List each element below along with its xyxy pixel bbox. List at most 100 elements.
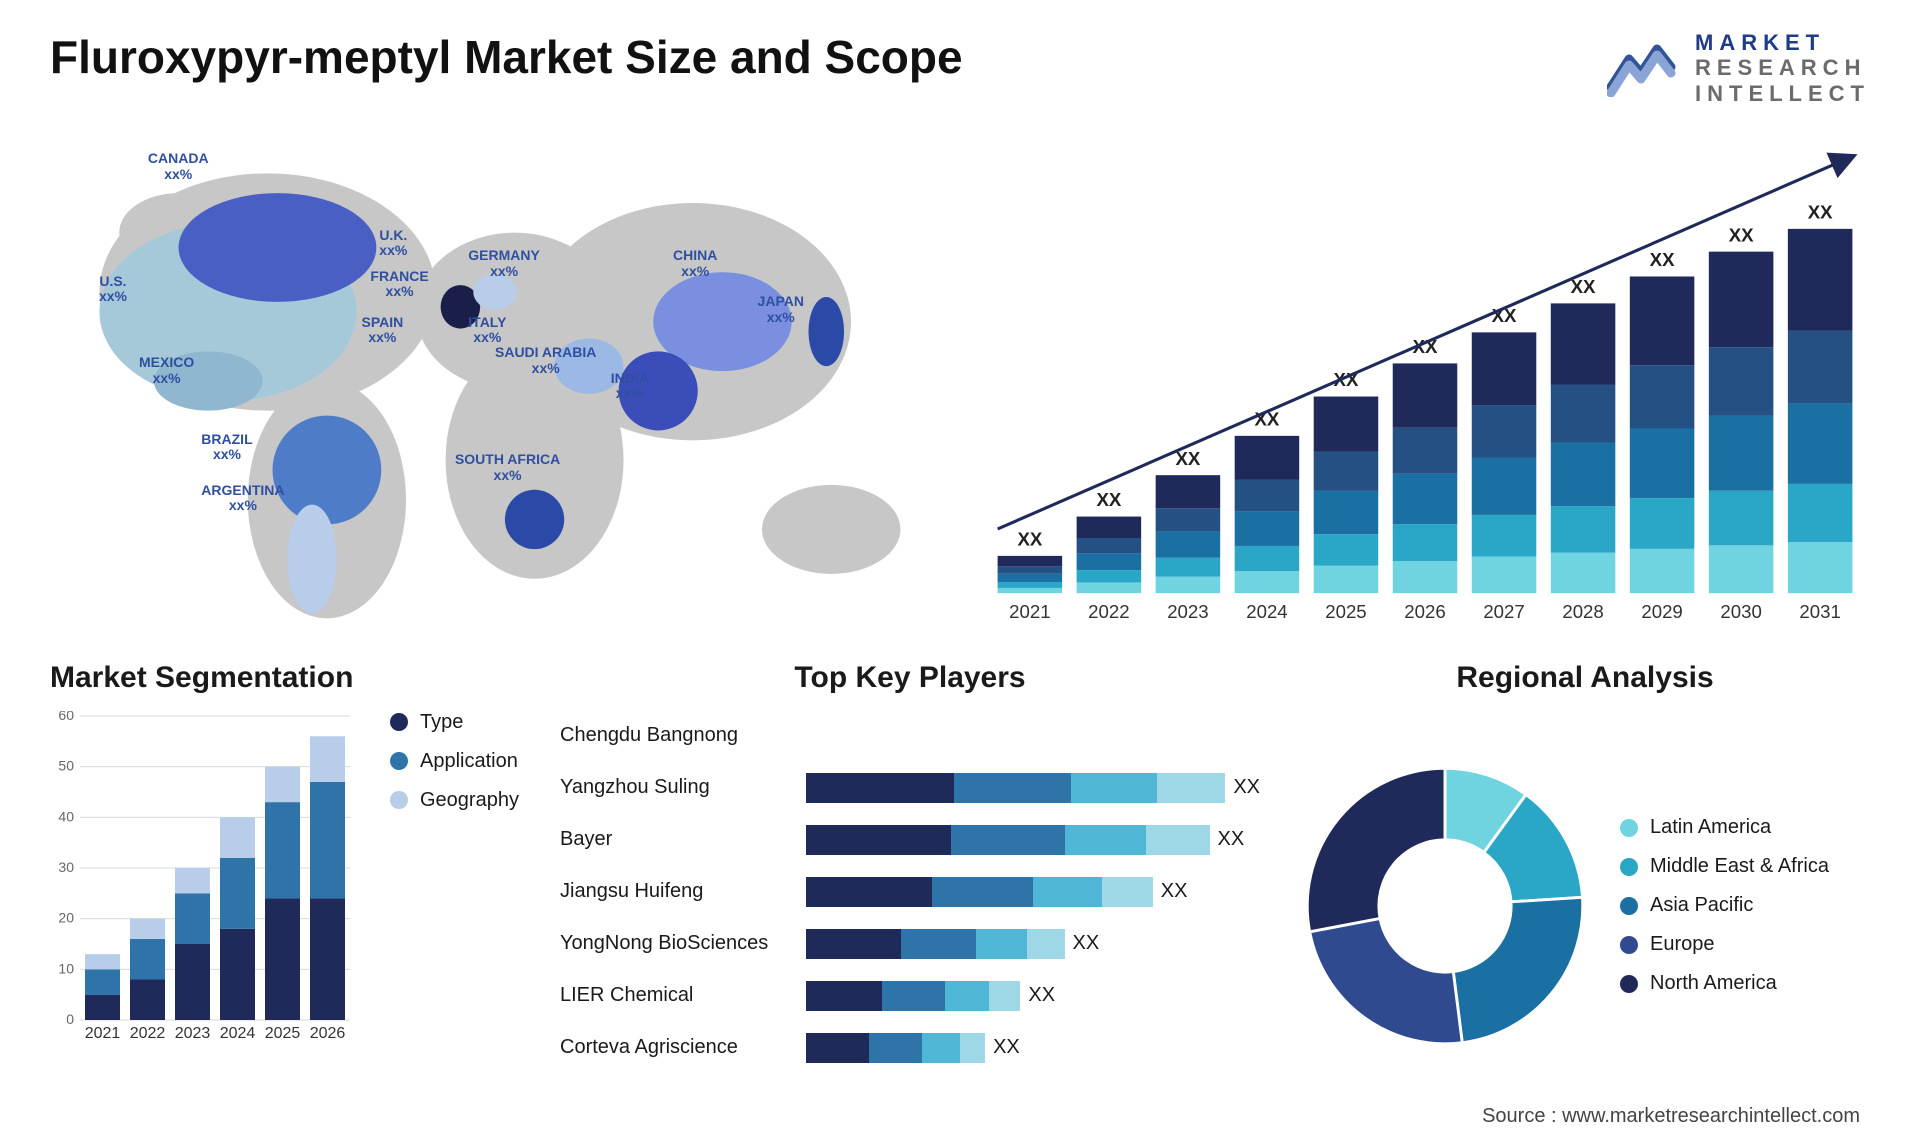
- svg-text:2029: 2029: [1641, 601, 1682, 622]
- key-player-bar: XX: [806, 929, 1260, 959]
- key-player-value: XX: [1233, 776, 1260, 799]
- key-player-bar-segment: [1102, 877, 1152, 907]
- key-player-row: Yangzhou Suling XX: [560, 767, 1260, 809]
- svg-text:2023: 2023: [1167, 601, 1208, 622]
- regional-legend: Latin AmericaMiddle East & AfricaAsia Pa…: [1620, 816, 1829, 995]
- svg-text:2027: 2027: [1483, 601, 1524, 622]
- map-label: CHINAxx%: [673, 248, 717, 279]
- key-player-bar: XX: [806, 981, 1260, 1011]
- brand-line-3: INTELLECT: [1695, 81, 1870, 106]
- legend-swatch: [390, 713, 408, 731]
- svg-text:2031: 2031: [1799, 601, 1840, 622]
- key-player-bar-segment: [954, 773, 1071, 803]
- top-panels: CANADAxx%U.S.xx%MEXICOxx%BRAZILxx%ARGENT…: [50, 126, 1870, 636]
- legend-item: North America: [1620, 972, 1829, 995]
- key-players-chart: Chengdu BangnongYangzhou SulingXXBayerXX…: [560, 711, 1260, 1101]
- svg-text:XX: XX: [1096, 489, 1121, 510]
- key-player-bar-segment: [806, 929, 901, 959]
- svg-text:2021: 2021: [1009, 601, 1050, 622]
- main-bar-chart-svg: XX2021XX2022XX2023XX2024XX2025XX2026XX20…: [980, 126, 1870, 636]
- svg-text:30: 30: [58, 859, 74, 875]
- key-player-name: LIER Chemical: [560, 984, 790, 1007]
- key-player-bar: [806, 721, 1260, 751]
- svg-text:50: 50: [58, 758, 74, 774]
- map-label: U.K.xx%: [379, 228, 407, 259]
- svg-text:2022: 2022: [1088, 601, 1129, 622]
- legend-swatch: [1620, 936, 1638, 954]
- key-player-row: YongNong BioSciences XX: [560, 923, 1260, 965]
- segmentation-legend: Type Application Geography: [390, 711, 519, 1101]
- key-player-name: Yangzhou Suling: [560, 776, 790, 799]
- brand-icon: [1607, 39, 1681, 97]
- legend-label: Europe: [1650, 933, 1715, 956]
- key-player-bar-segment: [806, 825, 951, 855]
- svg-text:2025: 2025: [1325, 601, 1366, 622]
- brand-text: MARKET RESEARCH INTELLECT: [1695, 30, 1870, 106]
- legend-label: Type: [420, 711, 463, 734]
- brand-logo: MARKET RESEARCH INTELLECT: [1607, 30, 1870, 106]
- map-label: SOUTH AFRICAxx%: [455, 452, 560, 483]
- svg-text:2021: 2021: [85, 1025, 121, 1042]
- map-label: SAUDI ARABIAxx%: [495, 345, 596, 376]
- key-player-name: Bayer: [560, 828, 790, 851]
- key-player-bar-segment: [989, 981, 1021, 1011]
- brand-line-2: RESEARCH: [1695, 55, 1870, 80]
- key-player-bar-segment: [882, 981, 945, 1011]
- key-player-row: Chengdu Bangnong: [560, 715, 1260, 757]
- map-label: GERMANYxx%: [468, 248, 540, 279]
- key-player-bar-segment: [1146, 825, 1209, 855]
- svg-text:2030: 2030: [1720, 601, 1761, 622]
- svg-text:XX: XX: [1650, 249, 1675, 270]
- legend-label: North America: [1650, 972, 1777, 995]
- key-player-value: XX: [1028, 984, 1055, 1007]
- legend-swatch: [390, 791, 408, 809]
- key-player-name: Corteva Agriscience: [560, 1036, 790, 1059]
- key-players-panel: Top Key Players Chengdu Bangnong Yangzhou…: [560, 661, 1260, 1101]
- key-player-bar-segment: [951, 825, 1064, 855]
- key-player-bar-segment: [976, 929, 1026, 959]
- svg-text:2024: 2024: [1246, 601, 1287, 622]
- legend-label: Middle East & Africa: [1650, 855, 1829, 878]
- segmentation-title: Market Segmentation: [50, 661, 520, 695]
- svg-text:10: 10: [58, 960, 74, 976]
- segmentation-chart: 0102030405060202120222023202420252026: [50, 711, 370, 1071]
- key-player-row: BayerXX: [560, 819, 1260, 861]
- key-player-row: Corteva Agriscience XX: [560, 1027, 1260, 1069]
- key-player-row: LIER Chemical XX: [560, 975, 1260, 1017]
- legend-item: Application: [390, 750, 519, 773]
- key-player-bar-segment: [901, 929, 977, 959]
- key-player-bar-segment: [932, 877, 1033, 907]
- legend-swatch: [390, 752, 408, 770]
- legend-label: Geography: [420, 789, 519, 812]
- header: Fluroxypyr-meptyl Market Size and Scope …: [50, 30, 1870, 106]
- svg-text:60: 60: [58, 711, 74, 723]
- regional-donut: [1300, 761, 1590, 1051]
- legend-swatch: [1620, 858, 1638, 876]
- regional-title: Regional Analysis: [1300, 661, 1870, 695]
- legend-item: Asia Pacific: [1620, 894, 1829, 917]
- legend-item: Middle East & Africa: [1620, 855, 1829, 878]
- key-player-bar-segment: [806, 981, 882, 1011]
- key-player-bar-segment: [806, 773, 954, 803]
- key-player-bar-segment: [869, 1033, 922, 1063]
- key-player-name: Chengdu Bangnong: [560, 724, 790, 747]
- legend-swatch: [1620, 819, 1638, 837]
- legend-label: Asia Pacific: [1650, 894, 1753, 917]
- key-players-title: Top Key Players: [560, 661, 1260, 695]
- key-player-bar-segment: [1157, 773, 1225, 803]
- regional-donut-svg: [1300, 761, 1590, 1051]
- map-label: FRANCExx%: [370, 269, 428, 300]
- map-label: BRAZILxx%: [201, 432, 252, 463]
- map-label: SPAINxx%: [362, 315, 404, 346]
- key-player-name: Jiangsu Huifeng: [560, 880, 790, 903]
- legend-item: Type: [390, 711, 519, 734]
- key-player-name: YongNong BioSciences: [560, 932, 790, 955]
- regional-panel: Regional Analysis Latin AmericaMiddle Ea…: [1300, 661, 1870, 1101]
- key-player-bar-segment: [806, 877, 932, 907]
- svg-text:XX: XX: [1017, 528, 1042, 549]
- key-player-bar: XX: [806, 773, 1260, 803]
- svg-text:0: 0: [66, 1011, 74, 1027]
- key-player-bar-segment: [806, 1033, 869, 1063]
- key-player-value: XX: [993, 1036, 1020, 1059]
- svg-text:XX: XX: [1808, 201, 1833, 222]
